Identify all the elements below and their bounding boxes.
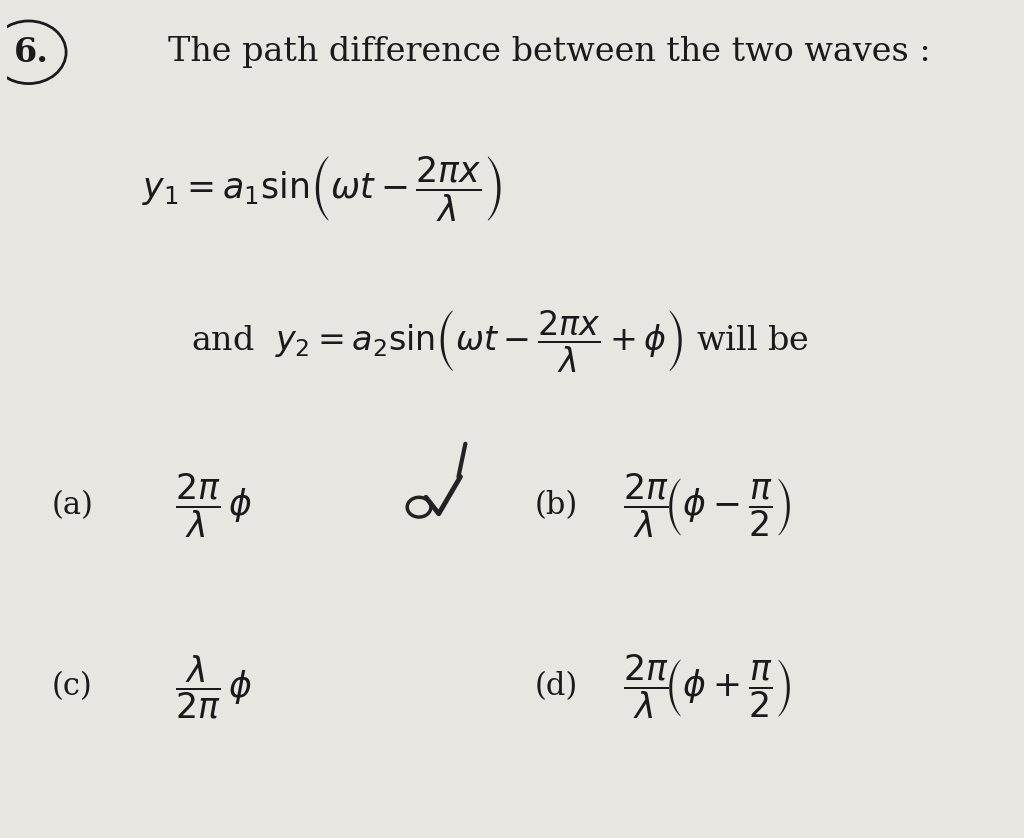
Text: (c): (c) <box>51 671 92 702</box>
Text: (d): (d) <box>535 671 578 702</box>
Text: (b): (b) <box>535 490 578 521</box>
Text: $\dfrac{2\pi}{\lambda}\!\left(\phi + \dfrac{\pi}{2}\right)$: $\dfrac{2\pi}{\lambda}\!\left(\phi + \df… <box>624 653 792 722</box>
Text: 6.: 6. <box>14 36 49 69</box>
Text: and $\ y_2 = a_2 \sin\!\left(\omega t - \dfrac{2\pi x}{\lambda} + \phi\right)$ w: and $\ y_2 = a_2 \sin\!\left(\omega t - … <box>191 308 809 374</box>
Text: The path difference between the two waves :: The path difference between the two wave… <box>168 36 931 68</box>
Text: $\dfrac{2\pi}{\lambda}\,\phi$: $\dfrac{2\pi}{\lambda}\,\phi$ <box>174 471 251 540</box>
Text: $\dfrac{2\pi}{\lambda}\!\left(\phi - \dfrac{\pi}{2}\right)$: $\dfrac{2\pi}{\lambda}\!\left(\phi - \df… <box>624 471 792 540</box>
Text: $\dfrac{\lambda}{2\pi}\,\phi$: $\dfrac{\lambda}{2\pi}\,\phi$ <box>174 653 251 721</box>
Text: $y_1 = a_1 \sin\!\left(\omega t - \dfrac{2\pi x}{\lambda}\right)$: $y_1 = a_1 \sin\!\left(\omega t - \dfrac… <box>142 153 503 223</box>
Text: (a): (a) <box>51 490 93 521</box>
